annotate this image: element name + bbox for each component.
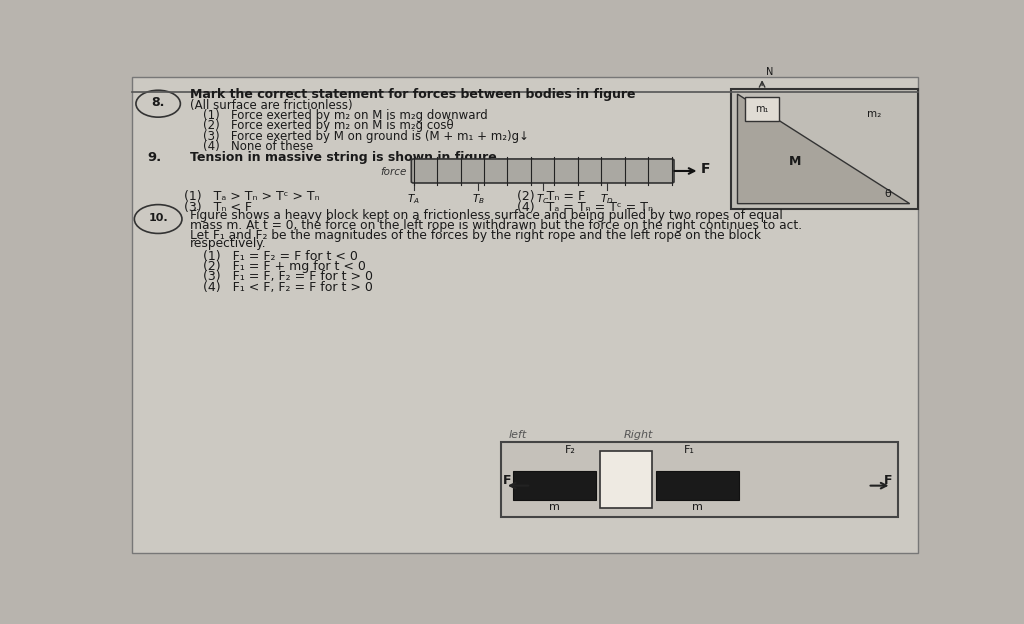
Text: (All surface are frictionless): (All surface are frictionless) xyxy=(189,99,352,112)
Text: (2)   F₁ = F + mg for t < 0: (2) F₁ = F + mg for t < 0 xyxy=(204,260,367,273)
Text: θ: θ xyxy=(884,189,891,199)
Text: (2)   Force exerted by m₂ on M is m₂g cosθ: (2) Force exerted by m₂ on M is m₂g cosθ xyxy=(204,119,454,132)
Text: m₁: m₁ xyxy=(756,104,769,114)
FancyBboxPatch shape xyxy=(412,159,674,183)
Text: Right: Right xyxy=(624,431,653,441)
Text: 9.: 9. xyxy=(147,151,162,163)
Text: M: M xyxy=(788,155,801,168)
Text: (4)   Tₐ = Tₙ = Tᶜ = Tₙ: (4) Tₐ = Tₙ = Tᶜ = Tₙ xyxy=(517,201,653,214)
Text: F₂: F₂ xyxy=(565,445,575,455)
Bar xyxy=(501,442,898,517)
Text: force: force xyxy=(380,167,407,177)
Text: (3)   Tₙ < F: (3) Tₙ < F xyxy=(183,201,252,214)
Text: wall: wall xyxy=(528,163,548,173)
Text: left: left xyxy=(509,431,527,441)
Text: 8.: 8. xyxy=(152,96,165,109)
Text: $T_C$: $T_C$ xyxy=(536,192,549,206)
Text: Tension in massive string is shown in figure.: Tension in massive string is shown in fi… xyxy=(189,151,502,163)
Text: load: load xyxy=(433,159,455,169)
Text: (1)   Tₐ > Tₙ > Tᶜ > Tₙ: (1) Tₐ > Tₙ > Tᶜ > Tₙ xyxy=(183,190,319,203)
Text: Figure shows a heavy block kept on a frictionless surface and being pulled by tw: Figure shows a heavy block kept on a fri… xyxy=(189,210,782,222)
Text: (1)   F₁ = F₂ = F for t < 0: (1) F₁ = F₂ = F for t < 0 xyxy=(204,250,358,263)
Text: (3)   F₁ = F, F₂ = F for t > 0: (3) F₁ = F, F₂ = F for t > 0 xyxy=(204,270,374,283)
Text: force: force xyxy=(528,157,554,167)
Text: Mark the correct statement for forces between bodies in figure: Mark the correct statement for forces be… xyxy=(189,89,636,101)
Text: F₁: F₁ xyxy=(684,445,695,455)
Bar xyxy=(655,472,739,500)
Text: m₂: m₂ xyxy=(867,109,881,119)
Bar xyxy=(745,97,779,120)
Text: F: F xyxy=(884,474,893,487)
Text: N: N xyxy=(766,67,773,77)
Text: $T_A$: $T_A$ xyxy=(408,192,420,206)
Text: respectively.: respectively. xyxy=(189,237,266,250)
Bar xyxy=(600,451,651,509)
Text: (4)   None of these: (4) None of these xyxy=(204,140,313,154)
Text: (1)   Force exerted by m₂ on M is m₂g downward: (1) Force exerted by m₂ on M is m₂g down… xyxy=(204,109,488,122)
Text: Let F₁ and F₂ be the magnitudes of the forces by the right rope and the left rop: Let F₁ and F₂ be the magnitudes of the f… xyxy=(189,228,761,241)
Text: mass m. At t = 0, the force on the left rope is withdrawn but the force on the r: mass m. At t = 0, the force on the left … xyxy=(189,219,802,232)
Text: (3)   Force exerted by M on ground is (M + m₁ + m₂)g↓: (3) Force exerted by M on ground is (M +… xyxy=(204,130,529,143)
Bar xyxy=(513,472,596,500)
Text: $T_B$: $T_B$ xyxy=(472,192,484,206)
Text: $T_D$: $T_D$ xyxy=(600,192,614,206)
Bar xyxy=(731,89,918,210)
Text: m: m xyxy=(549,502,560,512)
Text: m: m xyxy=(692,502,702,512)
Text: F: F xyxy=(701,162,711,175)
Text: 10.: 10. xyxy=(148,213,168,223)
Polygon shape xyxy=(737,94,909,203)
Text: (2)   Tₙ = F: (2) Tₙ = F xyxy=(517,190,585,203)
Text: F: F xyxy=(503,474,512,487)
Text: (4)   F₁ < F, F₂ = F for t > 0: (4) F₁ < F, F₂ = F for t > 0 xyxy=(204,281,374,293)
